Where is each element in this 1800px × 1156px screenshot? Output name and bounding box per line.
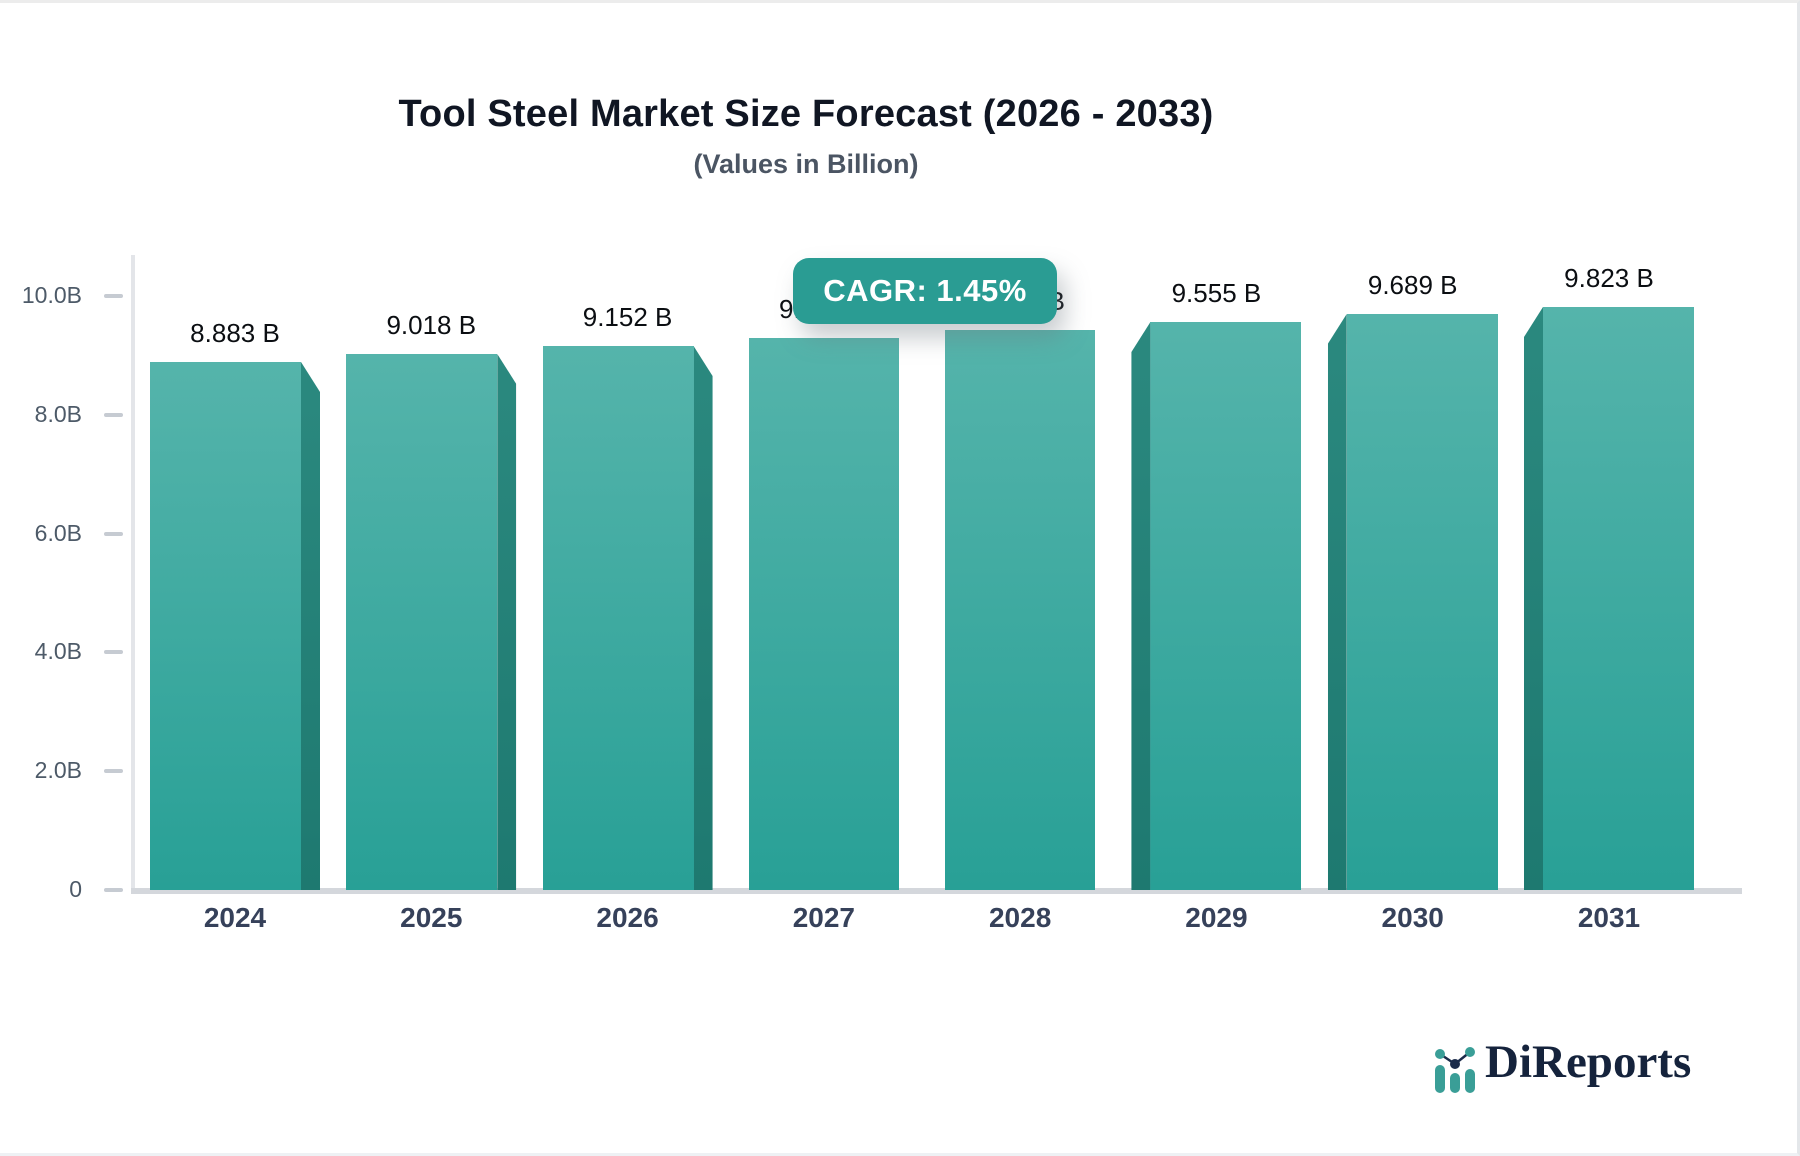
y-axis-label: 8.0B: [34, 400, 82, 427]
y-axis-tick: [104, 531, 123, 536]
bar-face: [945, 330, 1096, 890]
y-axis-line: [131, 255, 135, 892]
logo: DiReports: [1433, 1036, 1692, 1093]
y-axis-label: 10.0B: [21, 282, 82, 308]
y-axis-tick: [104, 888, 123, 892]
bar-face: [1150, 322, 1302, 890]
x-axis-baseline: [131, 888, 1742, 894]
x-axis-label-2024: 2024: [203, 902, 267, 933]
cagr-badge: CAGR: 1.45%: [793, 258, 1057, 324]
y-axis-label: 2.0B: [34, 757, 82, 784]
bar-2027: [739, 338, 909, 890]
chart-title: Tool Steel Market Size Forecast (2026 - …: [398, 93, 1214, 135]
bar-value-label-2026: 9.152 B: [582, 302, 673, 332]
bar-value-label-2030: 9.689 B: [1367, 270, 1458, 300]
bar-value-label-2024: 8.883 B: [190, 318, 280, 348]
bar-face: [542, 346, 694, 890]
bar-face: [1543, 307, 1694, 890]
y-axis-tick: [104, 412, 123, 417]
bar-side-shadow: [1524, 307, 1543, 890]
bar-2029: [1131, 322, 1302, 890]
bar-side-shadow: [301, 362, 320, 890]
bar-value-label-2025: 9.018 B: [386, 310, 477, 340]
bar-side-shadow: [693, 346, 713, 890]
bar-2031: [1524, 307, 1694, 890]
logo-text: DiReports: [1485, 1036, 1692, 1088]
y-axis-label: 4.0B: [34, 638, 82, 665]
x-axis-label-2025: 2025: [400, 902, 463, 933]
x-axis-label-2028: 2028: [988, 902, 1052, 933]
bar-2025: [346, 354, 517, 890]
bar-face: [748, 338, 899, 890]
bar-face: [1346, 314, 1498, 890]
bar-face: [150, 362, 301, 890]
bar-value-label-2031: 9.823 B: [1564, 263, 1654, 293]
chart-subtitle: (Values in Billion): [693, 149, 919, 179]
y-axis-label: 0: [69, 876, 82, 902]
bar-2024: [150, 362, 320, 890]
y-axis-tick: [104, 769, 123, 774]
x-axis-label-2027: 2027: [792, 902, 855, 933]
x-axis-label-2030: 2030: [1381, 902, 1444, 933]
bar-side-shadow: [1327, 314, 1347, 890]
cagr-badge-label: CAGR: 1.45%: [823, 273, 1027, 308]
bar-side-shadow: [497, 354, 517, 890]
x-axis-label-2026: 2026: [596, 902, 659, 933]
y-axis-tick: [104, 294, 123, 298]
x-axis-label-2029: 2029: [1185, 902, 1248, 933]
bar-2026: [542, 346, 713, 890]
y-axis-tick: [104, 650, 123, 655]
bar-2030: [1327, 314, 1498, 890]
y-axis-label: 6.0B: [34, 519, 82, 546]
bar-2028: [935, 330, 1105, 890]
bar-value-label-2029: 9.555 B: [1171, 278, 1262, 308]
x-axis-label-2031: 2031: [1577, 902, 1641, 933]
bar-face: [346, 354, 498, 890]
mini-bar-chart-icon: [1435, 1047, 1475, 1093]
bar-side-shadow: [1131, 322, 1151, 890]
